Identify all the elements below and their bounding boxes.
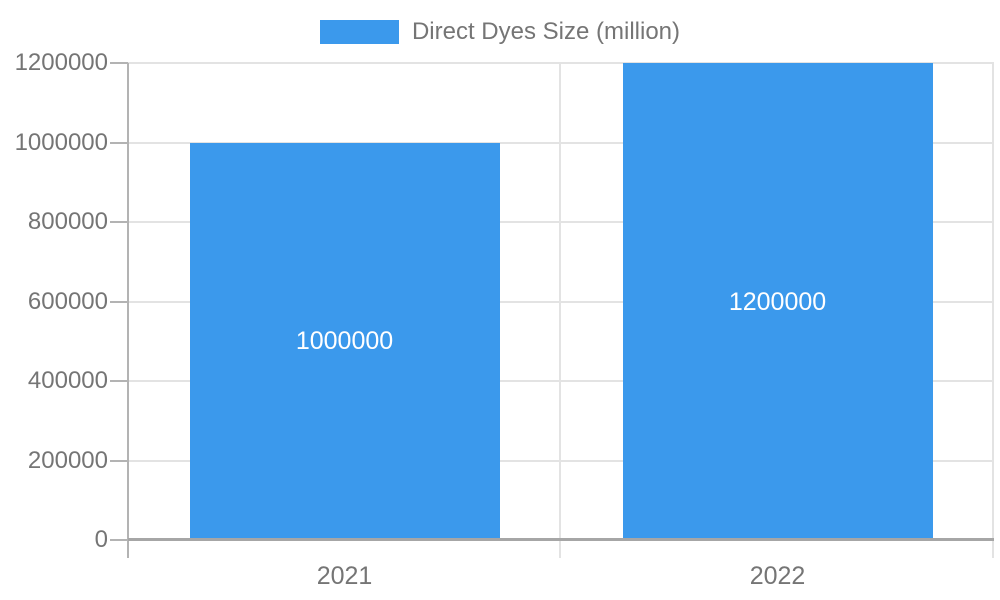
y-gridline — [128, 300, 994, 303]
y-gridline — [128, 221, 994, 223]
y-axis-tick — [110, 141, 128, 144]
y-gridline — [128, 62, 994, 64]
y-tick-label: 600000 — [27, 287, 108, 315]
y-tick-label: 1200000 — [14, 49, 108, 76]
x-tick-label: 2022 — [749, 562, 806, 590]
y-tick-label: 1000000 — [14, 128, 108, 156]
y-tick-label: 400000 — [27, 367, 108, 394]
x-axis-line — [128, 538, 994, 541]
y-gridline — [128, 380, 994, 382]
y-tick-label: 0 — [94, 526, 108, 553]
bar-2021: 1000000 — [189, 142, 500, 540]
y-gridline — [128, 141, 994, 144]
plot-area: 0 200000 400000 600000 800000 1000000 1200000 1… — [15, 49, 994, 590]
legend: Direct Dyes Size (million) — [0, 19, 1000, 45]
y-tick-label: 800000 — [27, 208, 108, 235]
bar-value-label: 1200000 — [728, 287, 827, 316]
legend-swatch — [319, 20, 399, 44]
y-axis-line — [127, 63, 129, 558]
v-gridline — [559, 63, 561, 558]
bar-value-label: 1000000 — [295, 327, 394, 356]
legend-label: Direct Dyes Size (million) — [411, 18, 681, 45]
y-tick-label: 200000 — [27, 446, 108, 474]
y-axis-tick — [110, 62, 128, 64]
y-axis-tick — [110, 539, 128, 541]
y-axis-tick — [110, 300, 128, 303]
bar-2022: 1200000 — [622, 63, 933, 540]
y-axis-tick — [110, 380, 128, 382]
y-axis-tick — [110, 459, 128, 462]
v-gridline — [992, 63, 994, 558]
y-axis-tick — [110, 221, 128, 223]
y-gridline — [128, 459, 994, 462]
x-tick-label: 2021 — [316, 562, 373, 590]
